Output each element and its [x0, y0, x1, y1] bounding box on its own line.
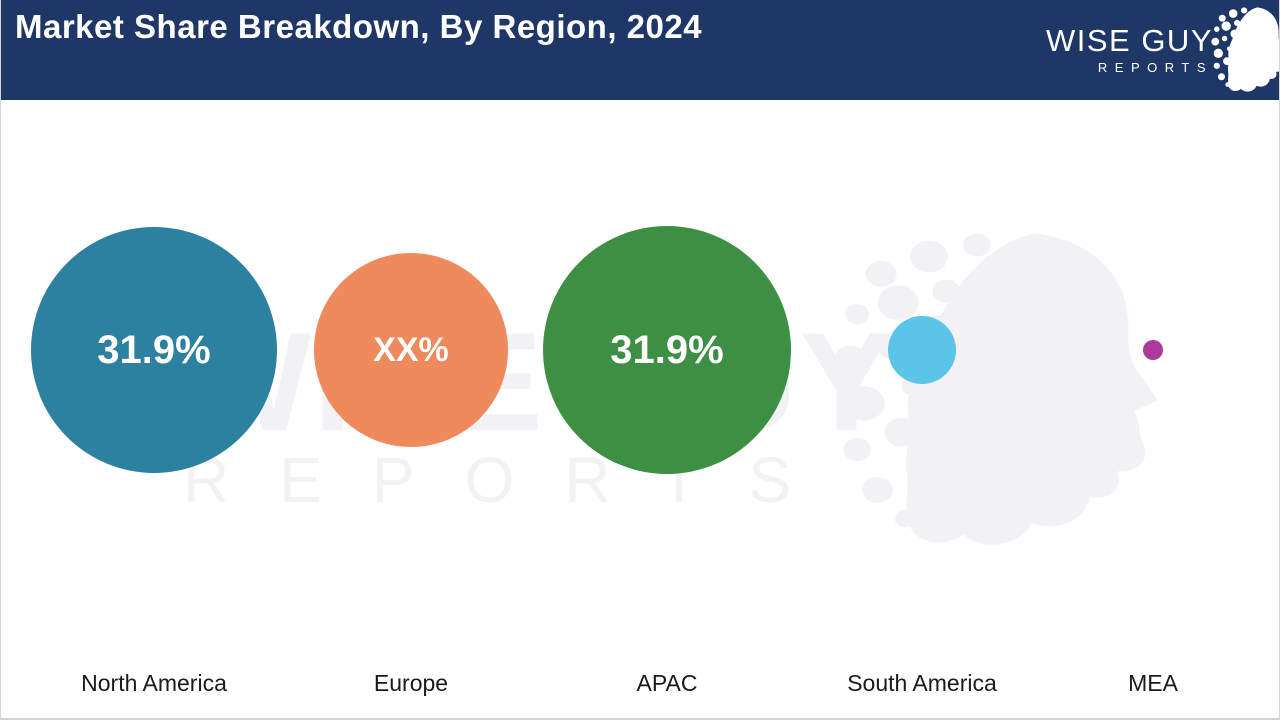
logo-text: WISE GUY REPORTS: [1046, 24, 1213, 77]
bubble-mea: [1143, 340, 1163, 360]
head-profile-icon: [1211, 7, 1279, 92]
bubble-value-europe: XX%: [373, 330, 449, 369]
bubble-north-america: 31.9%: [31, 227, 277, 473]
category-label-apac: APAC: [636, 670, 698, 696]
wise-guy-logo: WISE GUY REPORTS: [1021, 0, 1279, 100]
category-label-north-america: North America: [81, 670, 227, 696]
header-bar: Market Share Breakdown, By Region, 2024 …: [1, 0, 1279, 100]
category-label-mea: MEA: [1128, 670, 1178, 696]
logo-subtext: REPORTS: [1097, 60, 1213, 75]
watermark-subtext: REPORTS: [183, 444, 841, 516]
bubble-apac: 31.9%: [543, 226, 791, 474]
page-title: Market Share Breakdown, By Region, 2024: [15, 8, 703, 45]
logo-wordmark: WISE GUY: [1045, 23, 1213, 58]
bubble-south-america: [888, 316, 956, 384]
bubble-europe: XX%: [314, 253, 508, 447]
bubble-value-north-america: 31.9%: [97, 327, 211, 372]
chart-area: WISE GUY REPORTS 31.9% XX% 31.9% North A…: [1, 100, 1279, 718]
category-label-south-america: South America: [847, 670, 997, 696]
bubble-value-apac: 31.9%: [610, 327, 724, 372]
category-label-europe: Europe: [373, 670, 449, 696]
